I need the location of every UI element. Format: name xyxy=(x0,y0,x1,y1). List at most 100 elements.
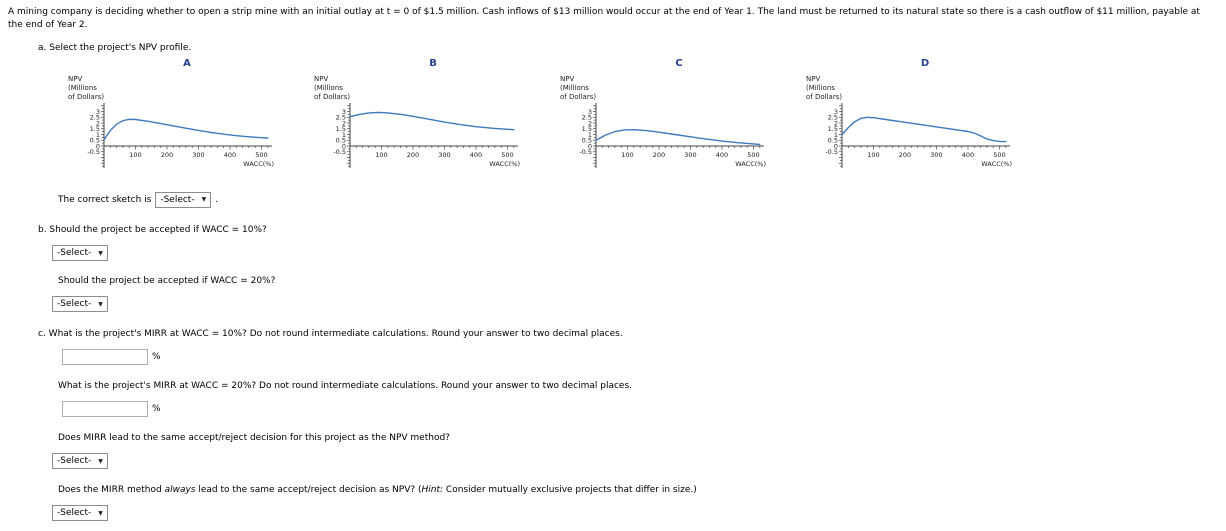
question-mirr-wacc20: What is the project's MIRR at WACC = 20%… xyxy=(58,381,633,391)
svg-text:500: 500 xyxy=(747,151,759,159)
svg-text:0: 0 xyxy=(834,142,838,150)
svg-text:300: 300 xyxy=(192,151,204,159)
chevron-down-icon: ▼ xyxy=(98,509,103,517)
accept-wacc10-select[interactable]: -Select- ▼ xyxy=(52,245,108,261)
svg-text:1: 1 xyxy=(588,131,592,139)
svg-text:0.5: 0.5 xyxy=(336,137,346,145)
mirr-wacc10-row: % xyxy=(62,349,1218,365)
question-accept-wacc20: Should the project be accepted if WACC =… xyxy=(58,276,276,286)
svg-text:-0.5: -0.5 xyxy=(87,148,100,156)
svg-text:of Dollars): of Dollars) xyxy=(806,93,842,101)
chart-label-c: C xyxy=(675,58,683,69)
mirr-always-same-select[interactable]: -Select- ▼ xyxy=(52,505,108,521)
svg-text:NPV: NPV xyxy=(314,75,328,83)
svg-text:(Millions: (Millions xyxy=(806,84,835,92)
svg-text:1.5: 1.5 xyxy=(90,125,100,133)
question-text-part: Does the MIRR method xyxy=(58,485,165,495)
chart-label-a: A xyxy=(183,58,191,69)
question-mirr-wacc10: c. What is the project's MIRR at WACC = … xyxy=(38,329,623,339)
question-text-italic: always xyxy=(164,485,196,495)
svg-text:0.5: 0.5 xyxy=(582,137,592,145)
svg-text:1.5: 1.5 xyxy=(828,125,838,133)
svg-text:2: 2 xyxy=(96,119,100,127)
mirr-wacc20-row: % xyxy=(62,401,1218,417)
npv-profile-plot-c: NPV (Millions of Dollars) 3 2.5 2 1.5 1 0.5 0 -0.5… xyxy=(556,70,802,172)
svg-text:100: 100 xyxy=(867,151,879,159)
correct-sketch-select[interactable]: -Select- ▼ xyxy=(155,192,212,208)
question-text-italic: Hint: xyxy=(421,485,444,495)
svg-text:0.5: 0.5 xyxy=(828,137,838,145)
svg-text:2: 2 xyxy=(342,119,346,127)
accept-wacc10-row: -Select- ▼ xyxy=(52,245,1218,261)
accept-wacc20-row: -Select- ▼ xyxy=(52,296,1218,312)
svg-text:3: 3 xyxy=(834,108,838,116)
svg-text:-0.5: -0.5 xyxy=(579,148,592,156)
mirr-same-decision-select[interactable]: -Select- ▼ xyxy=(52,453,108,469)
svg-text:-0.5: -0.5 xyxy=(333,148,346,156)
mirr-wacc20-input[interactable] xyxy=(62,401,148,417)
question-accept-wacc10: b. Should the project be accepted if WAC… xyxy=(38,225,267,235)
svg-text:400: 400 xyxy=(470,151,482,159)
mirr-same-decision-row: -Select- ▼ xyxy=(52,453,1218,469)
svg-text:300: 300 xyxy=(684,151,696,159)
correct-sketch-period: . xyxy=(215,195,219,205)
correct-sketch-row: The correct sketch is -Select- ▼ . xyxy=(58,192,1218,208)
svg-text:-0.5: -0.5 xyxy=(825,148,838,156)
svg-text:2.5: 2.5 xyxy=(336,114,346,122)
npv-charts-row: A NPV (Millions of Dollars) 3 2.5 2 1.5 1 0.5 0 -0… xyxy=(64,58,1218,172)
question-text-part: Consider mutually exclusive projects tha… xyxy=(443,485,697,495)
svg-text:0: 0 xyxy=(342,142,346,150)
npv-profile-plot-a: NPV (Millions of Dollars) 3 2.5 2 1.5 1 0.5 0 -0.5… xyxy=(64,70,310,172)
mirr-always-same-row: -Select- ▼ xyxy=(52,505,1218,521)
svg-text:NPV: NPV xyxy=(68,75,82,83)
svg-text:WACC(%): WACC(%) xyxy=(489,160,520,168)
mirr-wacc10-input[interactable] xyxy=(62,349,148,365)
svg-text:200: 200 xyxy=(653,151,665,159)
svg-text:2.5: 2.5 xyxy=(582,114,592,122)
npv-chart-d: D NPV (Millions of Dollars) 3 2.5 2 1.5 1 0.5 0 -0… xyxy=(802,58,1048,172)
svg-text:NPV: NPV xyxy=(560,75,574,83)
svg-text:3: 3 xyxy=(342,108,346,116)
problem-line-1: A mining company is deciding whether to … xyxy=(8,7,1200,17)
svg-text:1.5: 1.5 xyxy=(582,125,592,133)
question-text-part: lead to the same accept/reject decision … xyxy=(195,485,422,495)
svg-text:500: 500 xyxy=(501,151,513,159)
npv-chart-a: A NPV (Millions of Dollars) 3 2.5 2 1.5 1 0.5 0 -0… xyxy=(64,58,310,172)
svg-text:of Dollars): of Dollars) xyxy=(560,93,596,101)
svg-text:of Dollars): of Dollars) xyxy=(68,93,104,101)
svg-text:400: 400 xyxy=(716,151,728,159)
svg-text:500: 500 xyxy=(255,151,267,159)
npv-profile-plot-b: NPV (Millions of Dollars) 3 2.5 2 1.5 1 0.5 0 -0.5… xyxy=(310,70,556,172)
question-mirr-same-decision: Does MIRR lead to the same accept/reject… xyxy=(58,433,450,443)
svg-text:WACC(%): WACC(%) xyxy=(243,160,274,168)
svg-text:500: 500 xyxy=(993,151,1005,159)
chevron-down-icon: ▼ xyxy=(98,249,103,257)
svg-text:(Millions: (Millions xyxy=(314,84,343,92)
chevron-down-icon: ▼ xyxy=(201,196,207,203)
svg-text:0: 0 xyxy=(588,142,592,150)
svg-text:NPV: NPV xyxy=(806,75,820,83)
svg-text:100: 100 xyxy=(375,151,387,159)
svg-text:300: 300 xyxy=(930,151,942,159)
svg-text:WACC(%): WACC(%) xyxy=(735,160,766,168)
question-mirr-always-same: Does the MIRR method always lead to the … xyxy=(58,484,1218,496)
svg-text:0: 0 xyxy=(96,142,100,150)
select-value: -Select- xyxy=(160,195,195,205)
accept-wacc20-select[interactable]: -Select- ▼ xyxy=(52,296,108,312)
select-value: -Select- xyxy=(57,299,92,309)
chart-label-d: D xyxy=(920,58,930,69)
svg-text:2: 2 xyxy=(834,119,838,127)
svg-text:3: 3 xyxy=(588,108,592,116)
svg-text:100: 100 xyxy=(129,151,141,159)
svg-text:2: 2 xyxy=(588,119,592,127)
chart-label-b: B xyxy=(429,58,437,69)
problem-line-2: the end of Year 2. xyxy=(8,20,88,30)
svg-text:400: 400 xyxy=(224,151,236,159)
npv-chart-b: B NPV (Millions of Dollars) 3 2.5 2 1.5 1 0.5 0 -0… xyxy=(310,58,556,172)
select-value: -Select- xyxy=(57,456,92,466)
